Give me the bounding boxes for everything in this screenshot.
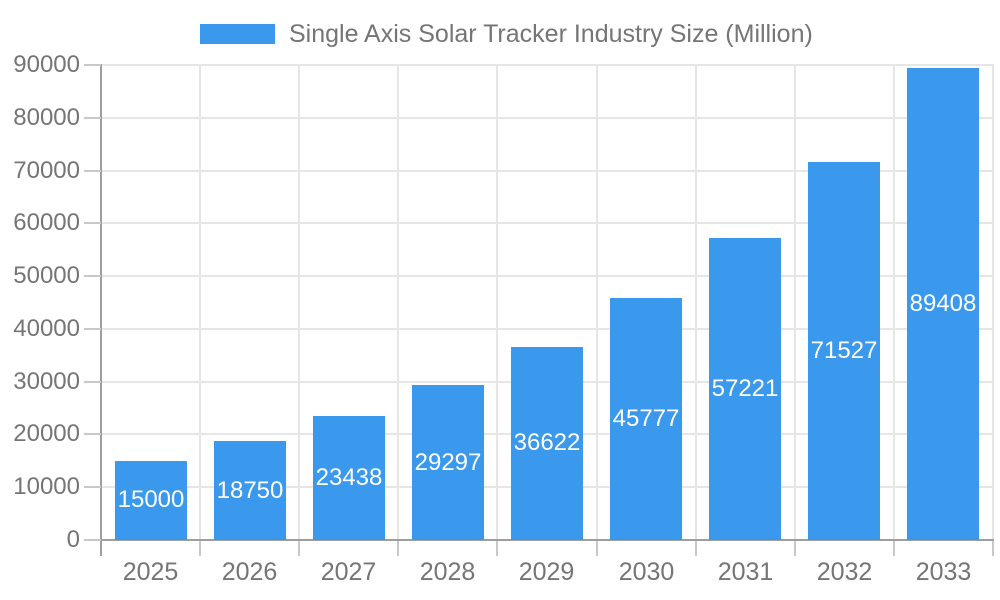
bar[interactable] [709, 238, 781, 540]
y-axis-tick [84, 170, 101, 172]
v-gridline [695, 64, 697, 540]
y-axis-tick-label: 50000 [13, 262, 80, 289]
x-axis-tick-label: 2030 [618, 558, 675, 586]
y-axis-tick [84, 64, 101, 66]
x-axis-tick [397, 541, 399, 556]
v-gridline [596, 64, 598, 540]
legend-label: Single Axis Solar Tracker Industry Size … [289, 20, 813, 48]
bar[interactable] [907, 68, 979, 540]
bar[interactable] [610, 298, 682, 540]
bar-value-label: 57221 [711, 375, 779, 402]
bar[interactable] [115, 461, 187, 540]
h-gridline [101, 117, 993, 119]
x-axis-tick [199, 541, 201, 556]
bar-value-label: 15000 [117, 486, 185, 513]
y-axis-tick-label: 10000 [13, 473, 80, 500]
bar[interactable] [214, 441, 286, 540]
bar-value-label: 18750 [216, 477, 284, 504]
x-axis-tick-label: 2032 [816, 558, 873, 586]
y-axis-tick [84, 539, 101, 541]
x-axis-tick-label: 2029 [518, 558, 575, 586]
bar-value-label: 71527 [810, 337, 878, 364]
x-axis-tick-label: 2031 [717, 558, 774, 586]
bar-value-label: 89408 [909, 290, 977, 317]
h-gridline [101, 64, 993, 66]
x-axis-tick [298, 541, 300, 556]
x-axis-tick [596, 541, 598, 556]
y-axis-line [100, 64, 102, 556]
y-axis-tick-label: 70000 [13, 157, 80, 184]
x-axis-tick-label: 2028 [419, 558, 476, 586]
v-gridline [298, 64, 300, 540]
bar-value-label: 23438 [315, 464, 383, 491]
x-axis-tick-label: 2027 [320, 558, 377, 586]
y-axis-tick-label: 0 [66, 526, 80, 553]
legend-item[interactable]: Single Axis Solar Tracker Industry Size … [200, 20, 813, 48]
legend-swatch [200, 24, 275, 44]
v-gridline [397, 64, 399, 540]
v-gridline [199, 64, 201, 540]
bar-value-label: 29297 [414, 449, 482, 476]
y-axis-tick [84, 275, 101, 277]
h-gridline [101, 275, 993, 277]
bar[interactable] [808, 162, 880, 540]
bar[interactable] [412, 385, 484, 540]
y-axis-tick-label: 20000 [13, 420, 80, 447]
y-axis-tick [84, 486, 101, 488]
x-axis-tick [794, 541, 796, 556]
y-axis-tick-label: 60000 [13, 209, 80, 236]
h-gridline [101, 222, 993, 224]
v-gridline [794, 64, 796, 540]
v-gridline [496, 64, 498, 540]
bar[interactable] [511, 347, 583, 540]
x-axis-tick [695, 541, 697, 556]
h-gridline [101, 328, 993, 330]
y-axis-tick-label: 90000 [13, 51, 80, 78]
y-axis-tick [84, 328, 101, 330]
x-axis-tick-label: 2026 [221, 558, 278, 586]
bar-value-label: 36622 [513, 429, 581, 456]
bar[interactable] [313, 416, 385, 540]
y-axis-tick [84, 222, 101, 224]
x-axis-tick-label: 2025 [122, 558, 179, 586]
x-axis-tick [893, 541, 895, 556]
y-axis-tick [84, 381, 101, 383]
x-axis-line [100, 539, 994, 541]
h-gridline [101, 170, 993, 172]
bar-value-label: 45777 [612, 405, 680, 432]
y-axis-tick [84, 433, 101, 435]
y-axis-tick-label: 80000 [13, 104, 80, 131]
x-axis-tick [992, 541, 994, 556]
v-gridline [992, 64, 994, 540]
x-axis-tick-label: 2033 [915, 558, 972, 586]
v-gridline [893, 64, 895, 540]
x-axis-tick [496, 541, 498, 556]
y-axis-tick-label: 30000 [13, 368, 80, 395]
y-axis-tick-label: 40000 [13, 315, 80, 342]
y-axis-tick [84, 117, 101, 119]
